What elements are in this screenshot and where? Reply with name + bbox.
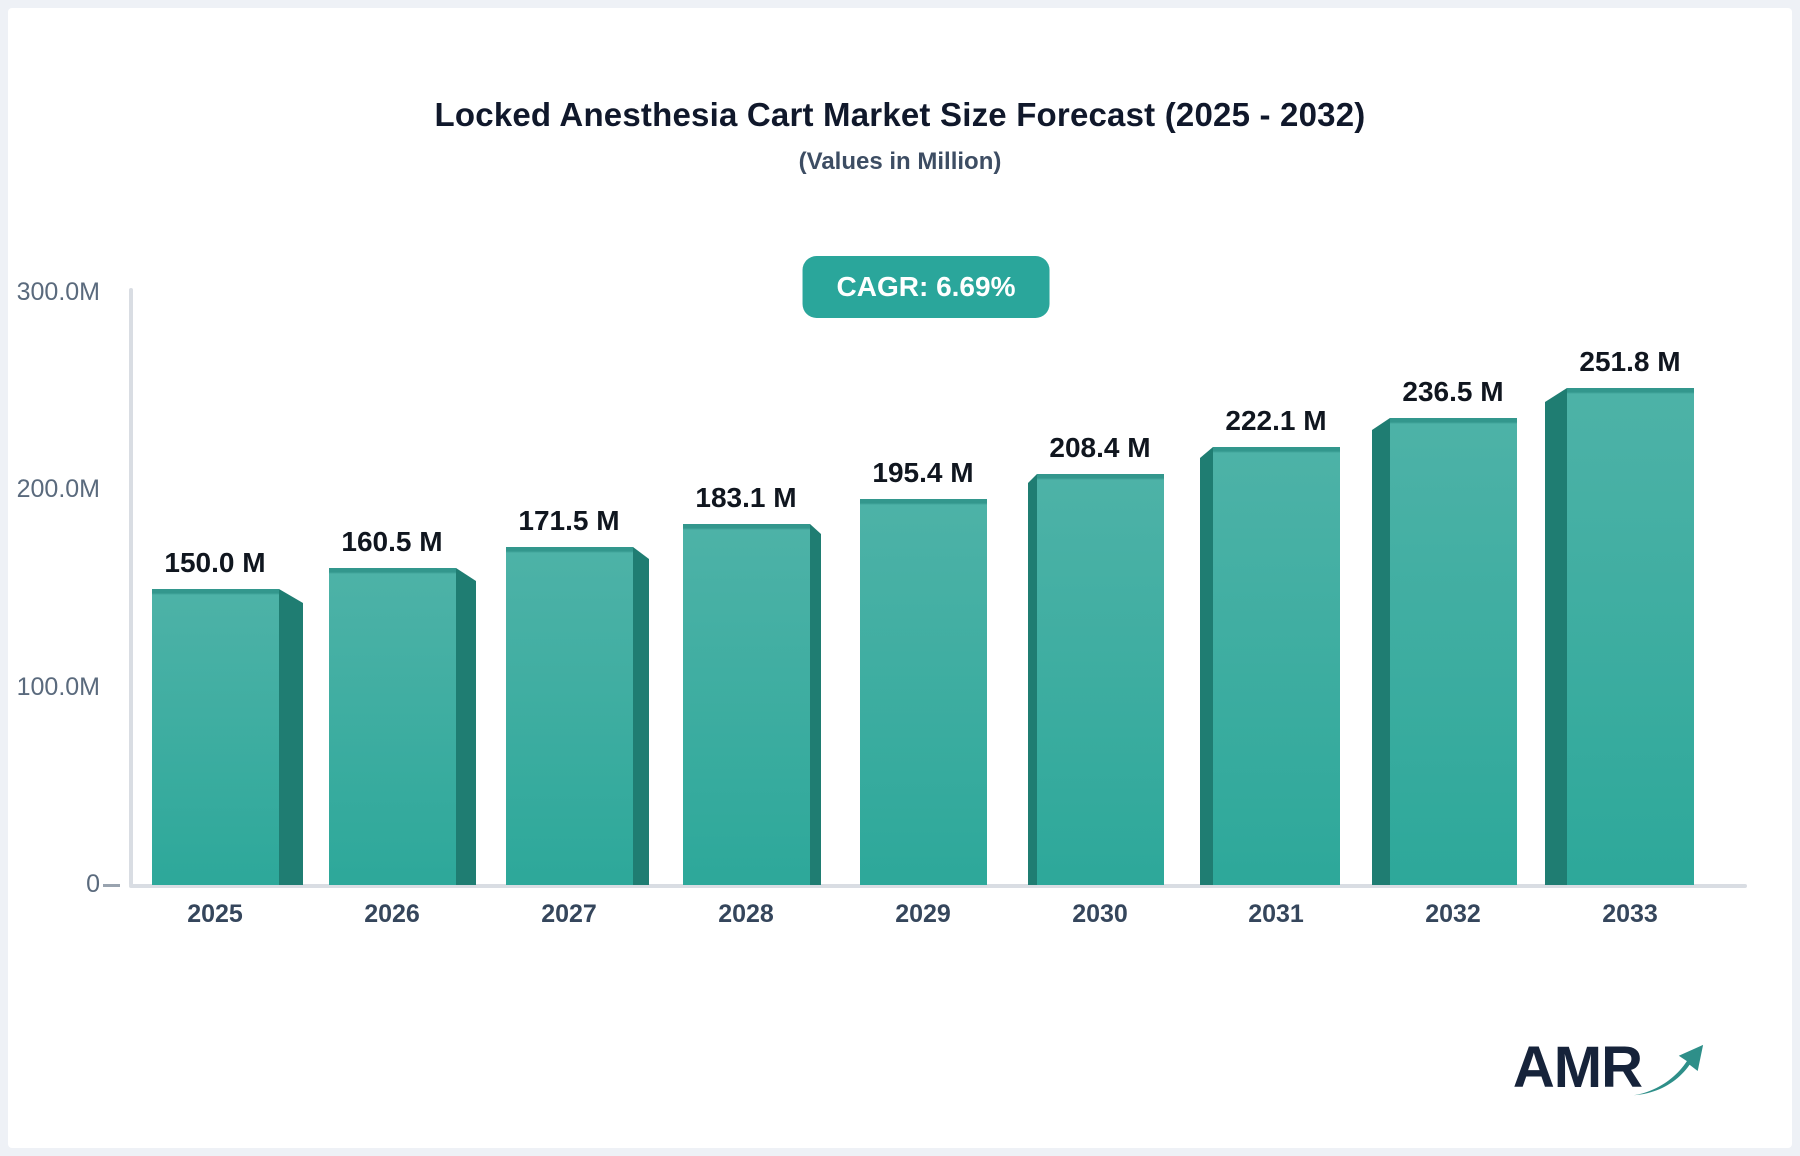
y-axis-label-0: 0 [86,870,100,898]
x-axis-label-2029: 2029 [895,900,951,928]
x-axis-label-2025: 2025 [187,900,243,928]
y-axis-label-200.0M: 200.0M [16,475,100,503]
x-axis-label-2027: 2027 [541,900,597,928]
bar-2028 [683,524,810,885]
chart-title: Locked Anesthesia Cart Market Size Forec… [434,96,1366,133]
bar-value-label-2029: 195.4 M [872,457,974,488]
x-axis-label-2028: 2028 [718,900,774,928]
x-axis-label-2032: 2032 [1425,900,1481,928]
x-axis-label-2033: 2033 [1602,900,1658,928]
bar-value-label-2031: 222.1 M [1225,405,1327,436]
bar-side-face-2030 [1028,474,1037,885]
bar-2027 [506,547,633,885]
bar-value-label-2027: 171.5 M [518,505,620,536]
x-axis-label-2031: 2031 [1248,900,1304,928]
bar-side-face-2025 [279,589,303,885]
bar-value-label-2032: 236.5 M [1402,376,1504,407]
amr-logo: AMR [1513,1036,1704,1109]
amr-logo-text: AMR [1512,1035,1643,1100]
zero-tick-dash [103,884,120,887]
bar-side-face-2026 [456,568,476,885]
bar-2033 [1567,388,1694,885]
y-axis-line [129,288,133,886]
bar-side-face-2027 [633,547,649,885]
bar-side-face-2032 [1372,418,1390,885]
bar-value-label-2026: 160.5 M [341,526,443,557]
bar-value-label-2030: 208.4 M [1049,432,1151,463]
bar-side-face-2031 [1200,447,1213,885]
growth-arrow-icon [1632,1038,1704,1109]
bar-value-label-2028: 183.1 M [695,482,797,513]
chart-subtitle: (Values in Million) [798,148,1002,175]
x-axis-label-2030: 2030 [1072,900,1128,928]
y-axis-label-100.0M: 100.0M [16,673,100,701]
x-axis-line [129,884,1747,888]
bar-2026 [329,568,456,885]
bar-2029 [860,499,987,885]
bar-side-face-2033 [1545,388,1567,885]
bar-2030 [1037,474,1164,885]
bar-side-face-2028 [810,524,821,885]
bar-2025 [152,589,279,885]
x-axis-label-2026: 2026 [364,900,420,928]
bar-value-label-2025: 150.0 M [164,547,266,578]
bar-2032 [1390,418,1517,885]
bar-value-label-2033: 251.8 M [1579,346,1681,377]
bar-2031 [1213,447,1340,885]
y-axis-label-300.0M: 300.0M [16,278,100,306]
cagr-badge: CAGR: 6.69% [802,256,1050,318]
